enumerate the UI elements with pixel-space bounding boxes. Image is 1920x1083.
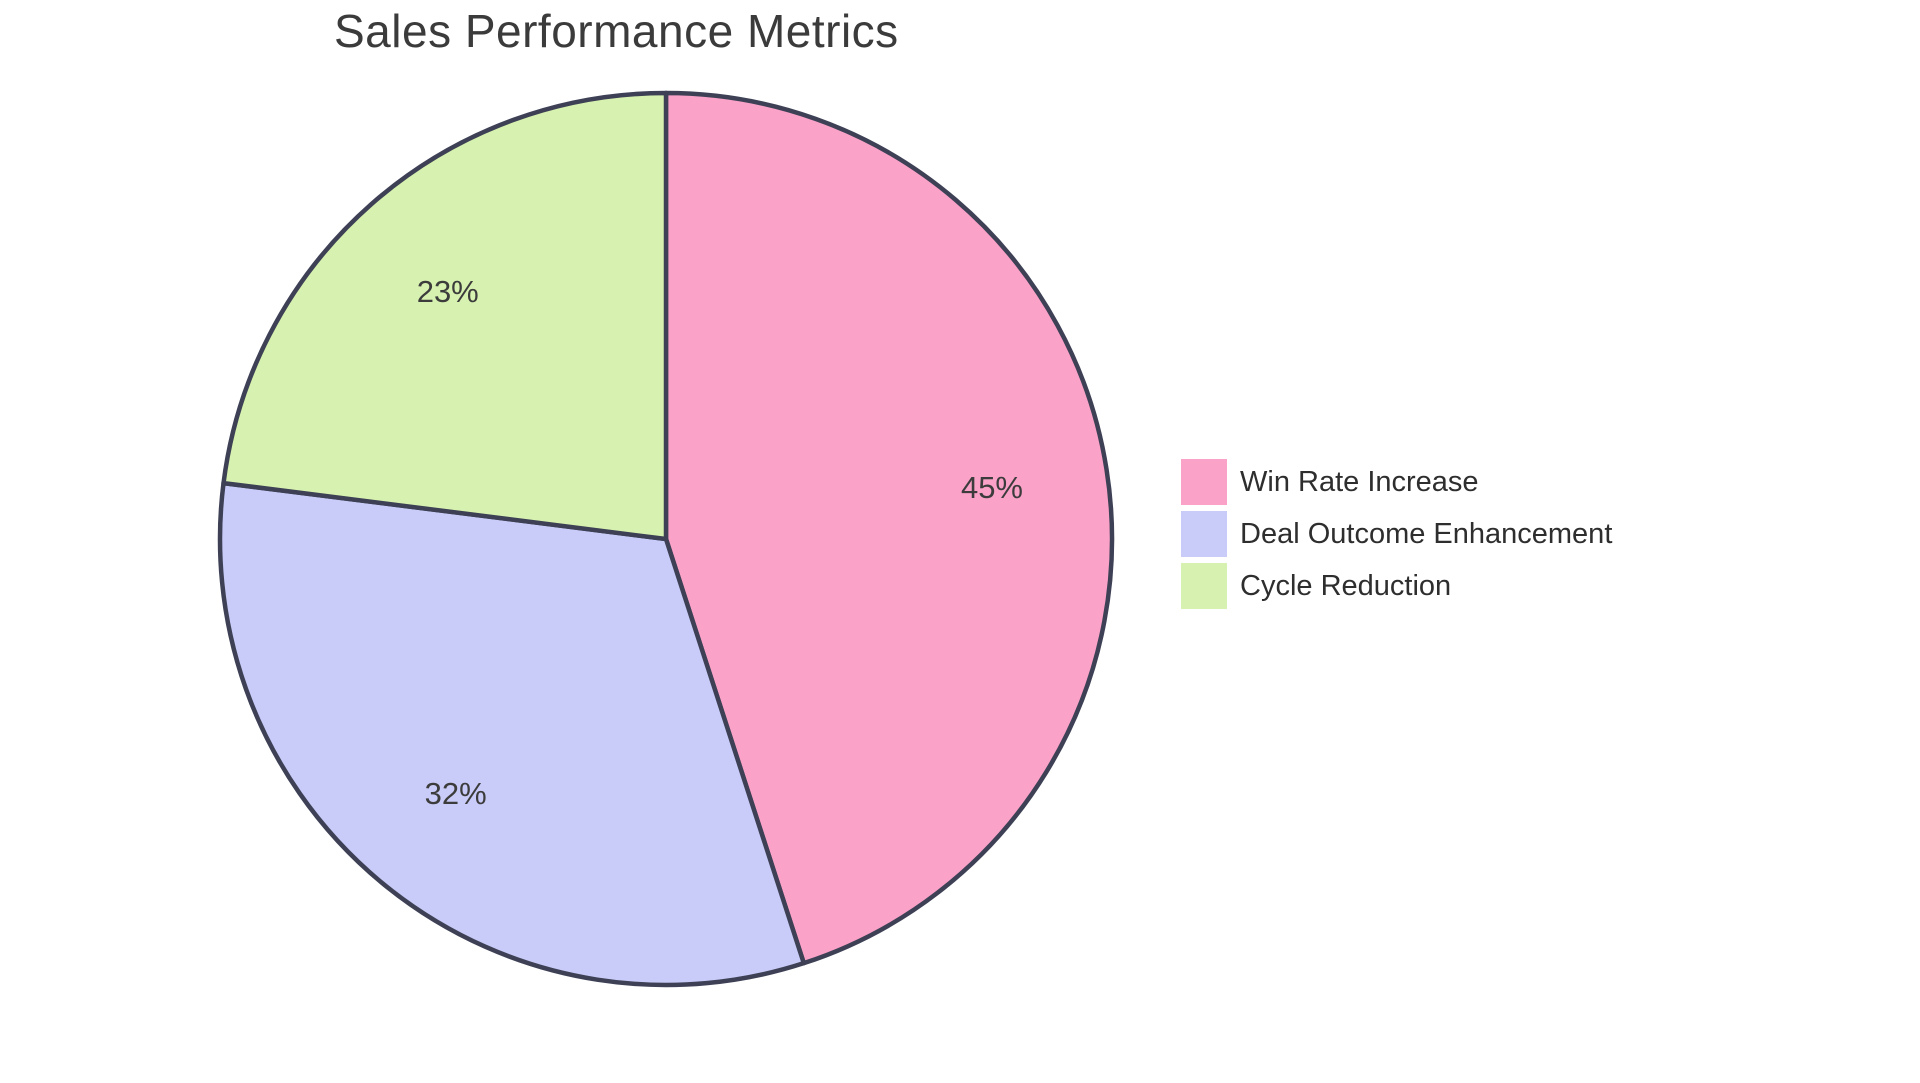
legend-swatch-icon xyxy=(1181,459,1227,505)
chart-title: Sales Performance Metrics xyxy=(334,5,899,57)
legend-item-1: Deal Outcome Enhancement xyxy=(1181,511,1612,557)
legend-label: Deal Outcome Enhancement xyxy=(1240,517,1613,550)
pie-slice-2 xyxy=(221,90,669,542)
pie-slice-1 xyxy=(217,480,807,988)
slice-percent-label-0: 45% xyxy=(961,470,1023,505)
pie-slice-0 xyxy=(663,90,1115,966)
legend-label: Win Rate Increase xyxy=(1240,465,1479,498)
slice-percent-label-1: 32% xyxy=(425,776,487,811)
legend-swatch-icon xyxy=(1181,563,1227,609)
legend-item-0: Win Rate Increase xyxy=(1181,459,1612,505)
legend-swatch-icon xyxy=(1181,511,1227,557)
legend-item-2: Cycle Reduction xyxy=(1181,563,1612,609)
legend-label: Cycle Reduction xyxy=(1240,569,1452,602)
legend: Win Rate Increase Deal Outcome Enhancemen… xyxy=(1181,459,1612,609)
slice-percent-label-2: 23% xyxy=(417,274,479,309)
